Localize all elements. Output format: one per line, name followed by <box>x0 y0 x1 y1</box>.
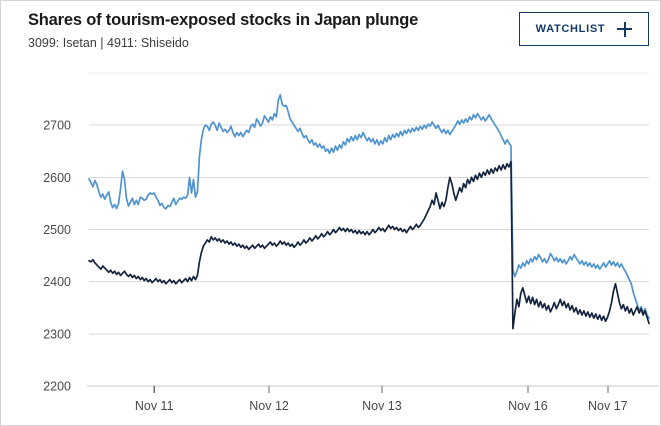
data-series-group <box>88 94 650 330</box>
y-tick-label-2300: 2300 <box>43 327 71 341</box>
y-tick-label-2200: 2200 <box>43 380 71 394</box>
x-tick-label-nov-12: Nov 12 <box>249 399 289 413</box>
y-tick-label-2700: 2700 <box>43 119 71 133</box>
series-line-shiseido <box>88 94 650 320</box>
x-axis <box>87 385 659 393</box>
chart-plot-area: 2200 2300 2400 2500 2600 2700 Nov 11 Nov 12 Nov… <box>1 63 660 425</box>
series-line-isetan <box>88 160 650 330</box>
chart-header: Shares of tourism-exposed stocks in Japa… <box>1 1 660 63</box>
x-axis-tick-labels: Nov 11 Nov 12 Nov 13 Nov 16 Nov 17 <box>135 399 628 413</box>
y-tick-label-2400: 2400 <box>43 275 71 289</box>
chart-subtitle: 3099: Isetan | 4911: Shiseido <box>28 36 189 50</box>
x-tick-label-nov-13: Nov 13 <box>362 399 402 413</box>
y-tick-label-2600: 2600 <box>43 171 71 185</box>
page-title: Shares of tourism-exposed stocks in Japa… <box>28 11 419 29</box>
x-tick-label-nov-17: Nov 17 <box>588 399 628 413</box>
y-tick-label-2500: 2500 <box>43 223 71 237</box>
x-tick-label-nov-16: Nov 16 <box>508 399 548 413</box>
y-axis-tick-labels: 2200 2300 2400 2500 2600 2700 <box>43 119 71 394</box>
watchlist-button-label: WATCHLIST <box>535 23 606 35</box>
gridlines <box>89 72 649 387</box>
plus-icon <box>617 21 633 37</box>
title-block: Shares of tourism-exposed stocks in Japa… <box>28 10 418 51</box>
add-to-watchlist-button[interactable]: WATCHLIST <box>519 12 649 46</box>
x-tick-label-nov-11: Nov 11 <box>135 399 174 413</box>
